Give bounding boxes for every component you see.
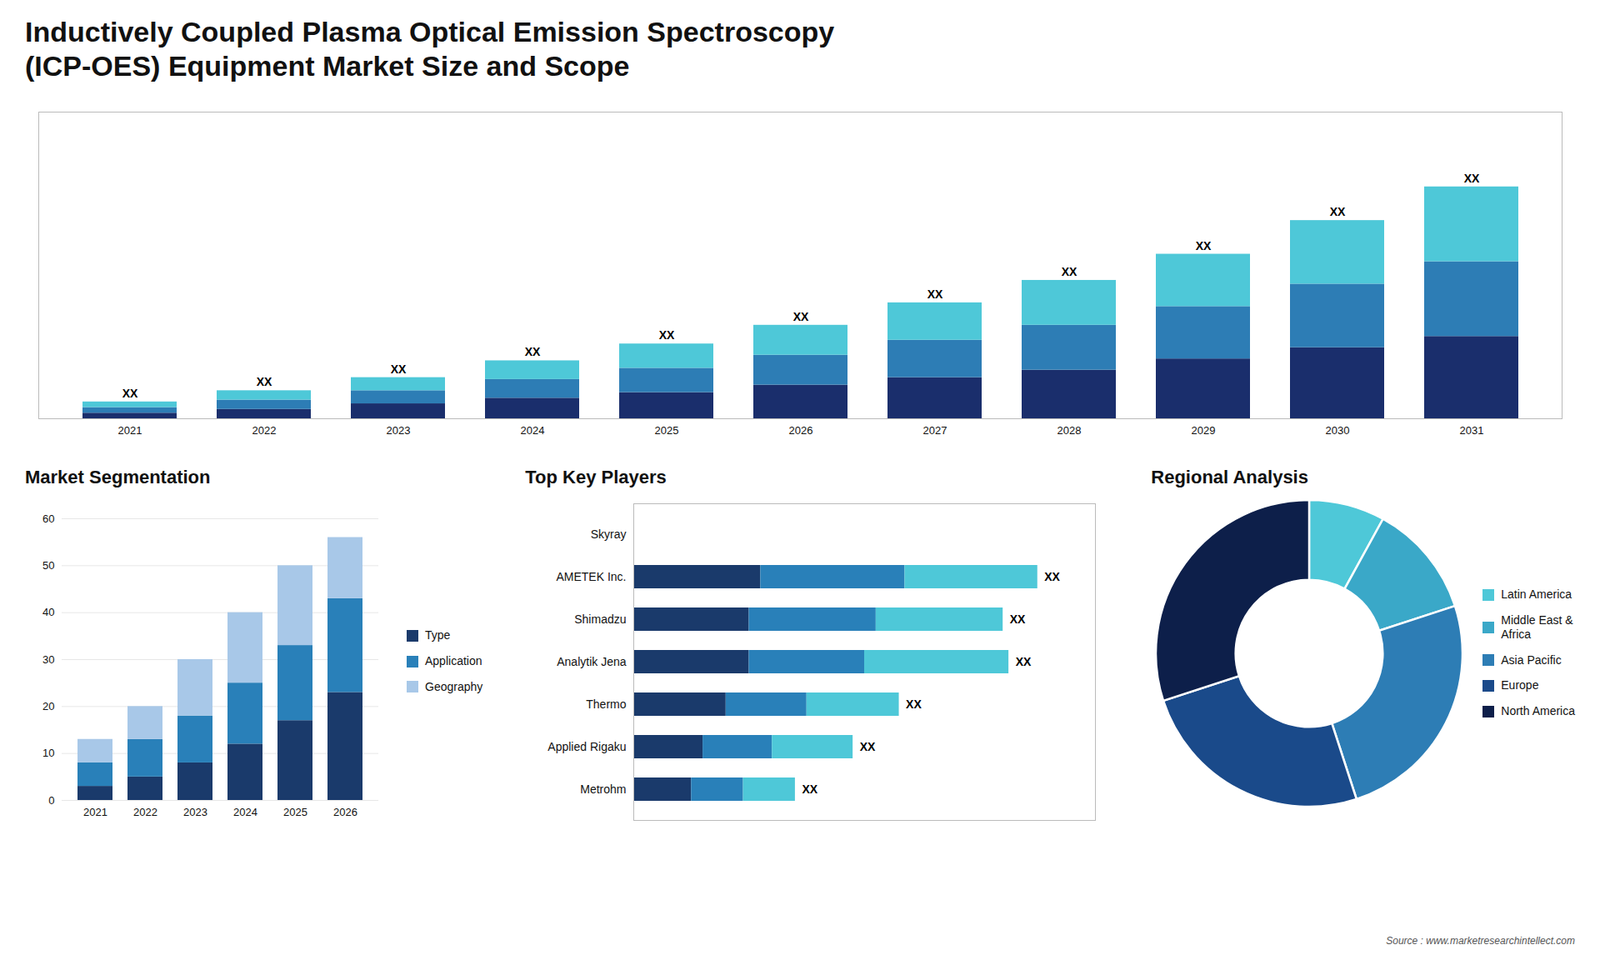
svg-text:2021: 2021: [83, 805, 108, 818]
svg-text:2028: 2028: [1057, 423, 1082, 436]
svg-text:XX: XX: [905, 697, 922, 711]
svg-text:2030: 2030: [1325, 423, 1350, 436]
svg-text:XX: XX: [256, 375, 273, 389]
svg-text:XX: XX: [1061, 265, 1078, 279]
html-text:Geography: Geography: [425, 680, 483, 694]
svg-text:60: 60: [42, 511, 55, 525]
svg-text:50: 50: [42, 559, 55, 572]
svg-text:40: 40: [42, 605, 55, 619]
svg-text:XX: XX: [525, 345, 541, 359]
html-text:Latin America: Latin America: [1501, 587, 1572, 601]
svg-text:2025: 2025: [283, 805, 308, 818]
svg-text:XX: XX: [1330, 205, 1346, 219]
svg-text:XX: XX: [1045, 570, 1061, 584]
svg-text:2022: 2022: [252, 423, 277, 436]
svg-text:XX: XX: [1015, 655, 1032, 669]
svg-text:2023: 2023: [386, 423, 411, 436]
svg-text:2025: 2025: [655, 423, 680, 436]
svg-text:Thermo: Thermo: [586, 697, 627, 711]
html-text:North America: North America: [1501, 704, 1575, 718]
svg-text:XX: XX: [793, 309, 810, 323]
svg-text:Skyray: Skyray: [590, 527, 627, 541]
svg-text:XX: XX: [860, 740, 876, 754]
html-text:Regional Analysis: Regional Analysis: [1151, 466, 1309, 488]
svg-text:XX: XX: [390, 361, 407, 375]
html-text:Market Segmentation: Market Segmentation: [25, 466, 211, 488]
svg-text:Metrohm: Metrohm: [580, 782, 627, 796]
svg-text:2031: 2031: [1460, 423, 1485, 436]
svg-text:XX: XX: [802, 782, 819, 796]
svg-text:0: 0: [48, 793, 55, 806]
svg-text:Analytik Jena: Analytik Jena: [557, 655, 627, 669]
html-text:Middle East & Africa: Middle East & Africa: [1501, 613, 1574, 641]
svg-text:Applied Rigaku: Applied Rigaku: [548, 740, 627, 754]
html-text:Europe: Europe: [1501, 678, 1539, 692]
svg-text:XX: XX: [927, 286, 944, 300]
html-text:Type: Type: [425, 628, 451, 642]
svg-text:2024: 2024: [520, 423, 545, 436]
svg-text:2023: 2023: [183, 805, 208, 818]
svg-text:2027: 2027: [923, 423, 948, 436]
svg-text:2024: 2024: [233, 805, 258, 818]
svg-text:XX: XX: [659, 328, 675, 342]
svg-text:XX: XX: [122, 385, 139, 400]
svg-text:AMETEK Inc.: AMETEK Inc.: [556, 570, 627, 584]
svg-text:2029: 2029: [1191, 423, 1216, 436]
svg-text:2021: 2021: [118, 423, 143, 436]
svg-text:XX: XX: [1195, 238, 1212, 252]
html-text:Asia Pacific: Asia Pacific: [1501, 653, 1562, 667]
svg-text:2022: 2022: [133, 805, 158, 818]
svg-text:XX: XX: [1010, 612, 1026, 626]
svg-text:2026: 2026: [333, 805, 358, 818]
svg-text:XX: XX: [1464, 170, 1480, 185]
svg-text:Shimadzu: Shimadzu: [575, 612, 627, 626]
html-text:Application: Application: [425, 654, 483, 668]
svg-text:20: 20: [42, 700, 55, 713]
html-text:Inductively Coupled Plasma Opt: Inductively Coupled Plasma Optical Emiss…: [25, 15, 835, 82]
svg-text:2026: 2026: [789, 423, 814, 436]
svg-text:30: 30: [42, 652, 55, 665]
html-text:Top Key Players: Top Key Players: [525, 466, 667, 488]
html-text:Source : www.marketresearchint: Source : www.marketresearchintellect.com: [1386, 935, 1575, 947]
svg-text:10: 10: [42, 746, 55, 760]
